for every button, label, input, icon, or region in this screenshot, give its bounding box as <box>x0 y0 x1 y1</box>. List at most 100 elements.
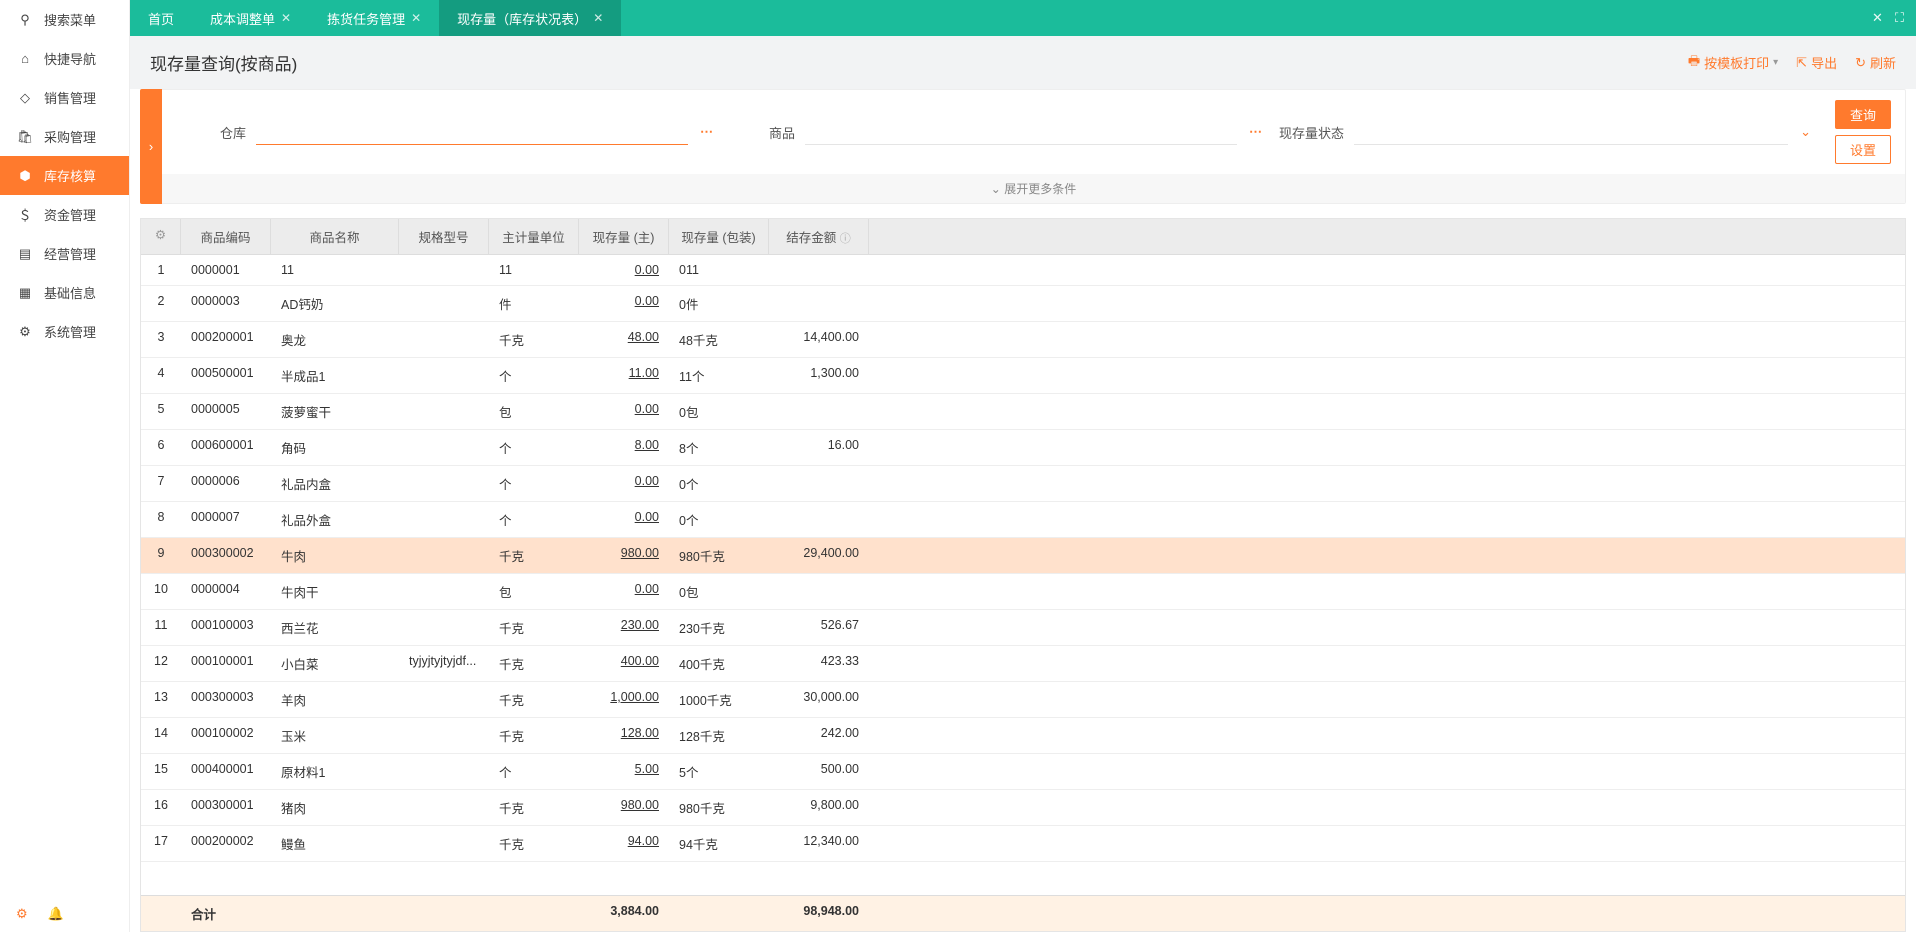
table-row[interactable]: 70000006礼品内盒个0.000个 <box>141 466 1905 502</box>
page-title: 现存量查询(按商品) <box>150 50 297 75</box>
cell-qty[interactable]: 128.00 <box>579 718 669 753</box>
status-input[interactable] <box>1354 119 1788 145</box>
table-row[interactable]: 11000100003西兰花千克230.00230千克526.67 <box>141 610 1905 646</box>
cell-qty[interactable]: 48.00 <box>579 322 669 357</box>
close-icon[interactable]: ✕ <box>593 11 603 25</box>
tab-0[interactable]: 首页 <box>130 0 192 36</box>
status-chevron-icon[interactable]: ⌄ <box>1788 124 1823 140</box>
filter-collapse-button[interactable]: › <box>140 89 162 204</box>
cell-spec <box>399 610 489 645</box>
table-row[interactable]: 20000003AD钙奶件0.000件 <box>141 286 1905 322</box>
bag-icon: 🛍 <box>16 128 34 146</box>
product-input[interactable] <box>805 119 1237 145</box>
th-code[interactable]: 商品编码 <box>181 219 271 254</box>
tab-2[interactable]: 拣货任务管理 ✕ <box>309 0 439 36</box>
th-spec[interactable]: 规格型号 <box>399 219 489 254</box>
table-row[interactable]: 17000200002鳗鱼千克94.0094千克12,340.00 <box>141 826 1905 862</box>
cell-name: 礼品内盒 <box>271 466 399 501</box>
table-row[interactable]: 1000000111110.00011 <box>141 255 1905 286</box>
table-row[interactable]: 9000300002牛肉千克980.00980千克29,400.00 <box>141 538 1905 574</box>
table-row[interactable]: 13000300003羊肉千克1,000.001000千克30,000.00 <box>141 682 1905 718</box>
th-amt[interactable]: 结存金额 ⓘ <box>769 219 869 254</box>
tab-fullscreen-icon[interactable]: ⛶ <box>1895 10 1904 26</box>
cell-qty[interactable]: 0.00 <box>579 394 669 429</box>
table-row[interactable]: 16000300001猪肉千克980.00980千克9,800.00 <box>141 790 1905 826</box>
bottom-icon-2[interactable]: 🔔 <box>48 906 64 922</box>
cell-qty[interactable]: 0.00 <box>579 502 669 537</box>
cell-unit: 个 <box>489 358 579 393</box>
cell-qty[interactable]: 980.00 <box>579 790 669 825</box>
cell-qty[interactable]: 0.00 <box>579 255 669 285</box>
th-qty[interactable]: 现存量 (主) <box>579 219 669 254</box>
expand-conditions-button[interactable]: 展开更多条件 <box>162 174 1905 203</box>
sidebar-item-8[interactable]: ⚙系统管理 <box>0 312 129 351</box>
sidebar-item-6[interactable]: ▤经营管理 <box>0 234 129 273</box>
cell-qty[interactable]: 230.00 <box>579 610 669 645</box>
cell-amt: 1,300.00 <box>769 358 869 393</box>
cell-pkg: 128千克 <box>669 718 769 753</box>
setting-button[interactable]: 设置 <box>1835 135 1891 164</box>
refresh-button[interactable]: ↻ 刷新 <box>1855 53 1896 72</box>
sidebar-item-label: 销售管理 <box>44 88 96 107</box>
cell-amt: 16.00 <box>769 430 869 465</box>
cell-code: 0000006 <box>181 466 271 501</box>
table-row[interactable]: 6000600001角码个8.008个16.00 <box>141 430 1905 466</box>
table-row[interactable]: 14000100002玉米千克128.00128千克242.00 <box>141 718 1905 754</box>
th-unit[interactable]: 主计量单位 <box>489 219 579 254</box>
table-row[interactable]: 80000007礼品外盒个0.000个 <box>141 502 1905 538</box>
close-icon[interactable]: ✕ <box>411 11 421 25</box>
tab-label: 现存量（库存状况表） <box>457 9 587 28</box>
cell-name: 玉米 <box>271 718 399 753</box>
query-button[interactable]: 查询 <box>1835 100 1891 129</box>
table-row[interactable]: 50000005菠萝蜜干包0.000包 <box>141 394 1905 430</box>
table-row[interactable]: 12000100001小白菜tyjyjtyjtyjdf...千克400.0040… <box>141 646 1905 682</box>
cell-qty[interactable]: 11.00 <box>579 358 669 393</box>
gear-icon: ⚙ <box>16 323 34 341</box>
cell-qty[interactable]: 0.00 <box>579 466 669 501</box>
close-icon[interactable]: ✕ <box>281 11 291 25</box>
print-button[interactable]: 🖶 按模板打印 ▾ <box>1688 52 1778 74</box>
cell-amt: 12,340.00 <box>769 826 869 861</box>
cell-qty[interactable]: 5.00 <box>579 754 669 789</box>
cell-qty[interactable]: 0.00 <box>579 286 669 321</box>
table-row[interactable]: 3000200001奥龙千克48.0048千克14,400.00 <box>141 322 1905 358</box>
tab-close-all-icon[interactable]: ✕ <box>1872 10 1883 26</box>
table-row[interactable]: 15000400001原材料1个5.005个500.00 <box>141 754 1905 790</box>
bottom-icon-1[interactable]: ⚙ <box>16 906 28 922</box>
cell-qty[interactable]: 0.00 <box>579 574 669 609</box>
cell-qty[interactable]: 1,000.00 <box>579 682 669 717</box>
cell-qty[interactable]: 980.00 <box>579 538 669 573</box>
sidebar-item-3[interactable]: 🛍采购管理 <box>0 117 129 156</box>
warehouse-input[interactable] <box>256 119 688 145</box>
cell-spec <box>399 682 489 717</box>
cell-unit: 千克 <box>489 646 579 681</box>
cell-code: 000300002 <box>181 538 271 573</box>
warehouse-picker-icon[interactable]: ⋯ <box>688 124 725 140</box>
product-picker-icon[interactable]: ⋯ <box>1237 124 1274 140</box>
th-name[interactable]: 商品名称 <box>271 219 399 254</box>
cell-qty[interactable]: 400.00 <box>579 646 669 681</box>
tab-label: 拣货任务管理 <box>327 9 405 28</box>
th-gear[interactable]: ⚙ <box>141 219 181 254</box>
cell-pkg: 980千克 <box>669 538 769 573</box>
th-pkg[interactable]: 现存量 (包装) <box>669 219 769 254</box>
export-button[interactable]: ⇱ 导出 <box>1796 53 1837 72</box>
page-header: 现存量查询(按商品) 🖶 按模板打印 ▾ ⇱ 导出 ↻ 刷新 <box>130 36 1916 89</box>
sidebar-item-1[interactable]: ⌂快捷导航 <box>0 39 129 78</box>
cell-qty[interactable]: 8.00 <box>579 430 669 465</box>
cell-idx: 10 <box>141 574 181 609</box>
sidebar-item-4[interactable]: ⬢库存核算 <box>0 156 129 195</box>
cell-pkg: 011 <box>669 255 769 285</box>
sidebar-item-0[interactable]: ⚲搜索菜单 <box>0 0 129 39</box>
tab-3[interactable]: 现存量（库存状况表） ✕ <box>439 0 621 36</box>
sidebar-item-2[interactable]: ◇销售管理 <box>0 78 129 117</box>
table-row[interactable]: 4000500001半成品1个11.0011个1,300.00 <box>141 358 1905 394</box>
sidebar-item-5[interactable]: ＄资金管理 <box>0 195 129 234</box>
tab-1[interactable]: 成本调整单✕ <box>192 0 309 36</box>
cell-spec <box>399 538 489 573</box>
cell-qty[interactable]: 94.00 <box>579 826 669 861</box>
table-row[interactable]: 100000004牛肉干包0.000包 <box>141 574 1905 610</box>
cell-code: 000100002 <box>181 718 271 753</box>
sidebar-item-7[interactable]: ▦基础信息 <box>0 273 129 312</box>
print-icon: 🖶 <box>1688 52 1700 74</box>
